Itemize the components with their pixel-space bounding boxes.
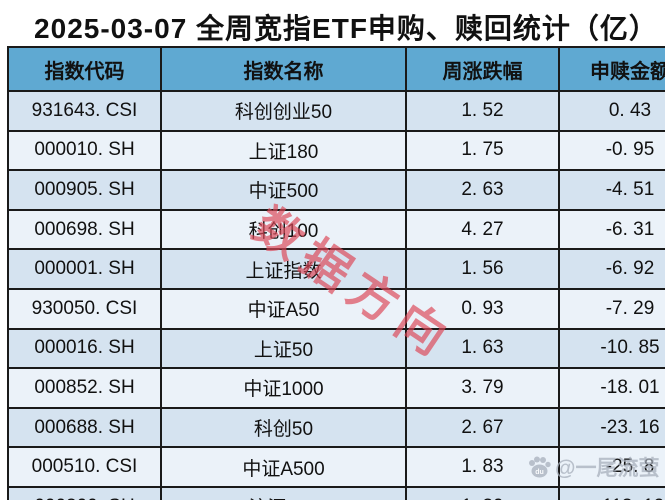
table-row: 000905. SH 中证500 2. 63 -4. 51 [7, 169, 665, 211]
cell-index-code: 000300. SH [7, 485, 162, 500]
cell-net-amount: -4. 51 [558, 169, 665, 211]
table-row: 930050. CSI 中证A50 0. 93 -7. 29 [7, 287, 665, 330]
cell-net-amount: -6. 31 [558, 208, 665, 251]
cell-index-code: 930050. CSI [7, 287, 162, 330]
cell-index-name: 上证180 [160, 129, 407, 172]
cell-index-name: 上证指数 [160, 248, 407, 290]
cell-index-code: 000001. SH [7, 248, 162, 290]
cell-net-amount: -113. 12 [558, 485, 665, 500]
cell-index-name: 科创100 [160, 208, 407, 251]
table-row: 000016. SH 上证50 1. 63 -10. 85 [7, 327, 665, 370]
cell-weekly-change: 1. 63 [405, 327, 560, 370]
cell-index-name: 中证500 [160, 169, 407, 211]
cell-weekly-change: 1. 39 [405, 485, 560, 500]
cell-index-name: 沪深300 [160, 485, 407, 500]
cell-weekly-change: 2. 67 [405, 406, 560, 449]
cell-index-code: 000510. CSI [7, 446, 162, 488]
cell-index-name: 中证1000 [160, 367, 407, 409]
table-row: 000688. SH 科创50 2. 67 -23. 16 [7, 406, 665, 449]
cell-index-code: 931643. CSI [7, 90, 162, 132]
cell-net-amount: -23. 16 [558, 406, 665, 449]
cell-weekly-change: 2. 63 [405, 169, 560, 211]
cell-index-code: 000688. SH [7, 406, 162, 449]
table-header: 指数代码 指数名称 周涨跌幅 申赎金额 [7, 46, 665, 92]
cell-weekly-change: 0. 93 [405, 287, 560, 330]
cell-net-amount: -10. 85 [558, 327, 665, 370]
cell-index-code: 000905. SH [7, 169, 162, 211]
cell-net-amount: -7. 29 [558, 287, 665, 330]
table-row: 000698. SH 科创100 4. 27 -6. 31 [7, 208, 665, 251]
etf-stats-table: 指数代码 指数名称 周涨跌幅 申赎金额 931643. CSI 科创创业50 1… [7, 46, 665, 500]
cell-index-name: 中证A500 [160, 446, 407, 488]
cell-net-amount: -25. 8 [558, 446, 665, 488]
table-body: 931643. CSI 科创创业50 1. 52 0. 43 000010. S… [7, 90, 665, 500]
cell-index-name: 中证A50 [160, 287, 407, 330]
table-row: 000001. SH 上证指数 1. 56 -6. 92 [7, 248, 665, 290]
cell-net-amount: 0. 43 [558, 90, 665, 132]
cell-index-name: 科创创业50 [160, 90, 407, 132]
cell-index-name: 上证50 [160, 327, 407, 370]
cell-weekly-change: 1. 83 [405, 446, 560, 488]
column-header-index-code: 指数代码 [7, 46, 162, 92]
page-title: 2025-03-07 全周宽指ETF申购、赎回统计（亿） [34, 13, 658, 44]
cell-net-amount: -6. 92 [558, 248, 665, 290]
table-row: 000510. CSI 中证A500 1. 83 -25. 8 [7, 446, 665, 488]
cell-weekly-change: 1. 56 [405, 248, 560, 290]
cell-net-amount: -0. 95 [558, 129, 665, 172]
cell-index-code: 000852. SH [7, 367, 162, 409]
table-row: 931643. CSI 科创创业50 1. 52 0. 43 [7, 90, 665, 132]
cell-index-code: 000010. SH [7, 129, 162, 172]
cell-weekly-change: 4. 27 [405, 208, 560, 251]
cell-index-code: 000016. SH [7, 327, 162, 370]
cell-weekly-change: 1. 75 [405, 129, 560, 172]
table-row: 000010. SH 上证180 1. 75 -0. 95 [7, 129, 665, 172]
cell-index-name: 科创50 [160, 406, 407, 449]
column-header-net-amount: 申赎金额 [558, 46, 665, 92]
cell-weekly-change: 3. 79 [405, 367, 560, 409]
table-row: 000852. SH 中证1000 3. 79 -18. 01 [7, 367, 665, 409]
cell-index-code: 000698. SH [7, 208, 162, 251]
cell-net-amount: -18. 01 [558, 367, 665, 409]
column-header-weekly-change: 周涨跌幅 [405, 46, 560, 92]
column-header-index-name: 指数名称 [160, 46, 407, 92]
cell-weekly-change: 1. 52 [405, 90, 560, 132]
table-row: 000300. SH 沪深300 1. 39 -113. 12 [7, 485, 665, 500]
